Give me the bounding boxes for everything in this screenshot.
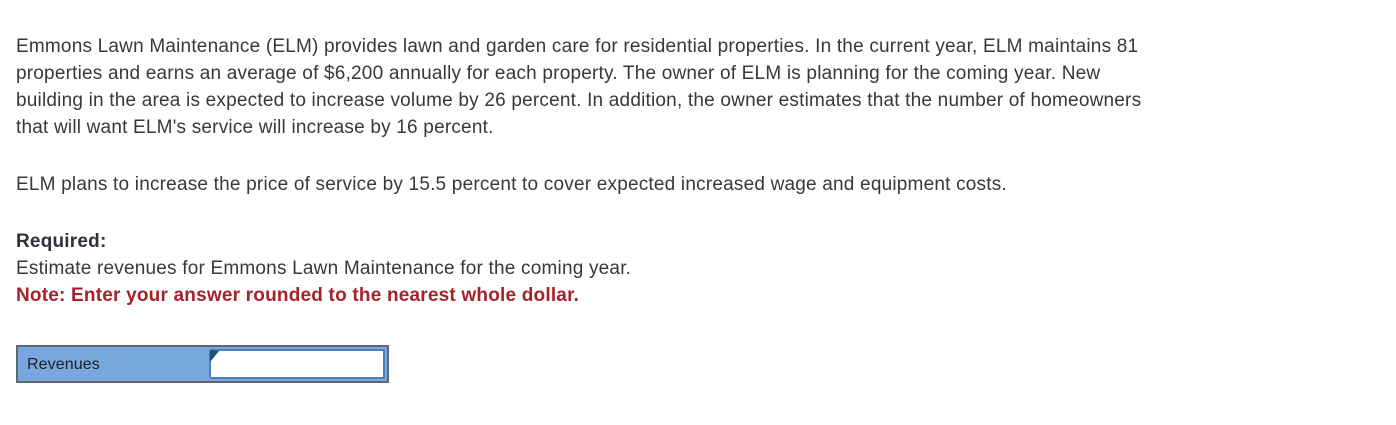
intro-line-4: that will want ELM's service will increa… [16,117,494,138]
intro-line-1: Emmons Lawn Maintenance (ELM) provides l… [16,36,1139,57]
intro-line-3: building in the area is expected to incr… [16,90,1142,111]
answer-input-cell [207,347,387,381]
problem-intro-paragraph: Emmons Lawn Maintenance (ELM) provides l… [16,33,1386,141]
revenues-label-cell: Revenues [27,355,100,373]
answer-table: Revenues [16,345,389,383]
task-text: Estimate revenues for Emmons Lawn Mainte… [16,258,632,279]
required-section: Required: Estimate revenues for Emmons L… [16,228,1386,309]
revenues-input[interactable] [209,349,385,379]
note-text: Note: Enter your answer rounded to the n… [16,285,580,306]
pricing-paragraph: ELM plans to increase the price of servi… [16,174,1007,195]
required-heading: Required: [16,231,107,252]
intro-line-2: properties and earns an average of $6,20… [16,63,1101,84]
